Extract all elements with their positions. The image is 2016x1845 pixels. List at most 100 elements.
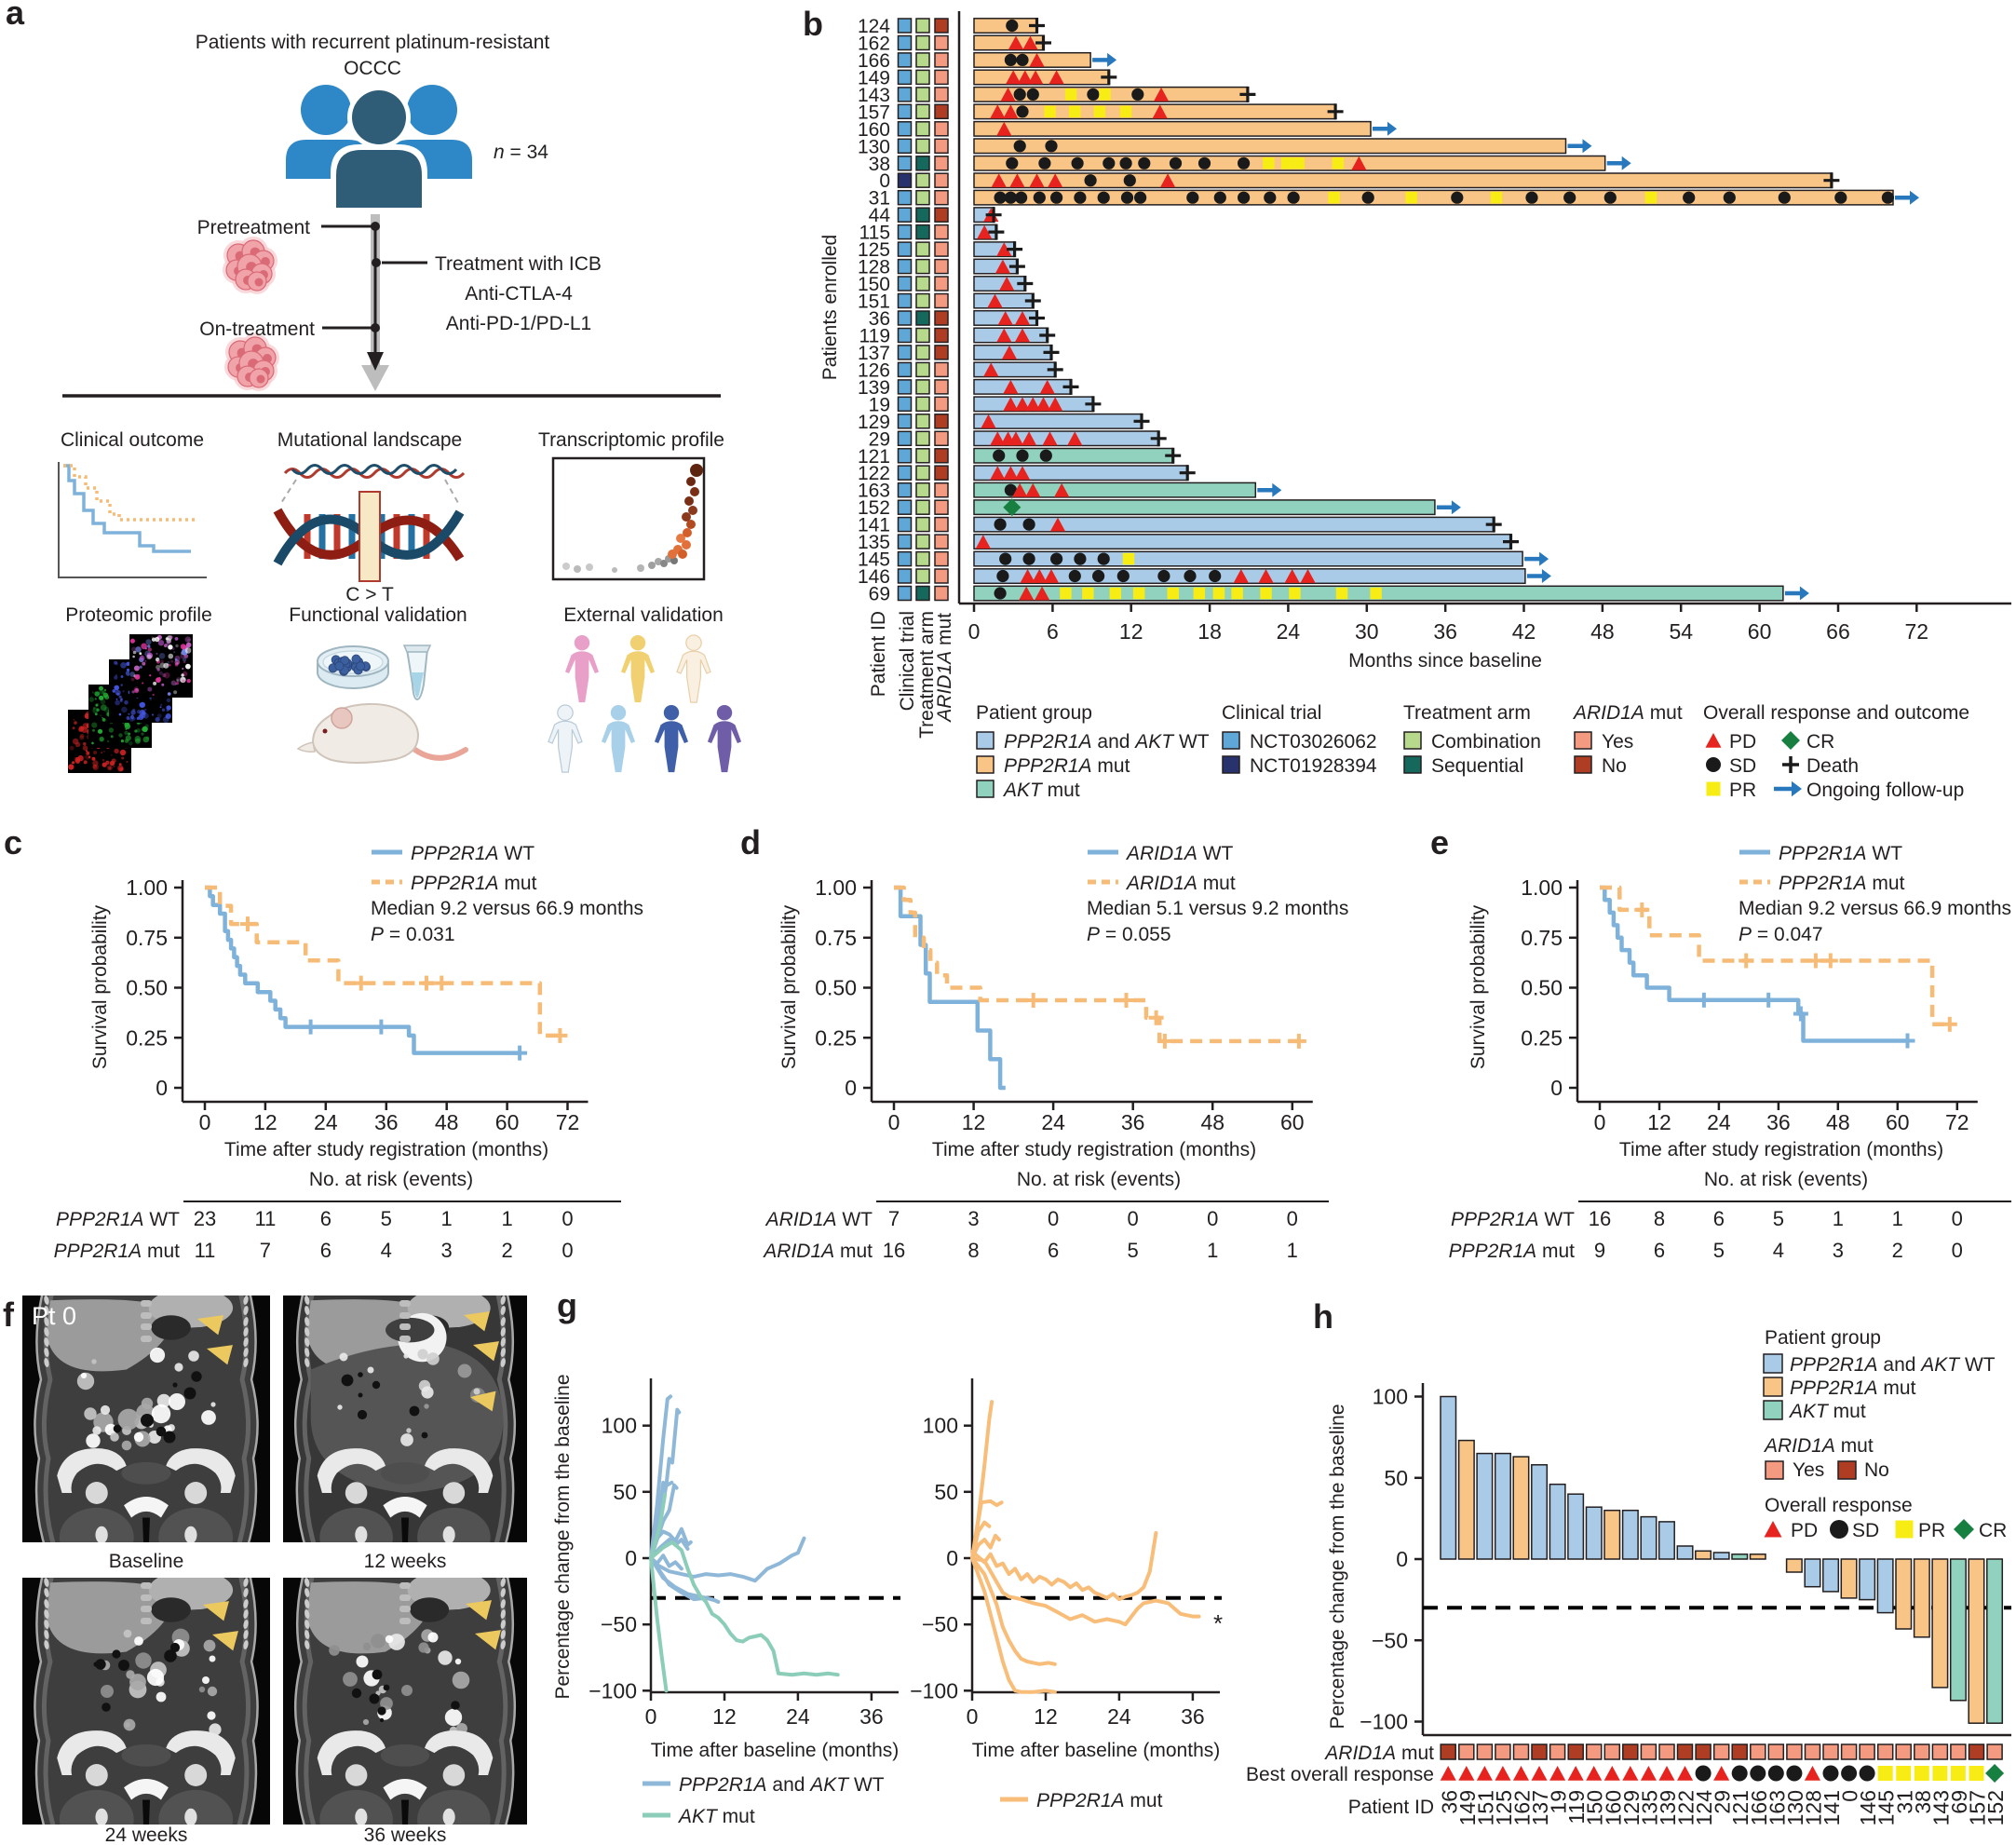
svg-text:Patients with recurrent platin: Patients with recurrent platinum-resista… [196, 32, 550, 53]
svg-text:139: 139 [858, 377, 890, 399]
svg-text:6: 6 [320, 1239, 331, 1262]
svg-text:16: 16 [1589, 1207, 1611, 1230]
svg-text:11: 11 [254, 1207, 276, 1230]
svg-text:152: 152 [1983, 1790, 2008, 1825]
svg-text:60: 60 [495, 1110, 520, 1134]
svg-text:0.75: 0.75 [1521, 926, 1563, 950]
svg-text:1: 1 [1892, 1207, 1903, 1230]
svg-text:g: g [557, 1286, 577, 1324]
svg-text:124: 124 [1692, 1790, 1716, 1826]
svg-text:12: 12 [253, 1110, 277, 1134]
svg-text:0.50: 0.50 [815, 976, 857, 1000]
svg-text:122: 122 [1674, 1790, 1698, 1825]
svg-text:0.50: 0.50 [126, 976, 168, 1000]
svg-text:5: 5 [381, 1207, 392, 1230]
svg-text:11: 11 [195, 1239, 216, 1262]
svg-text:AKT mut: AKT mut [1788, 1401, 1866, 1422]
svg-text:36: 36 [374, 1110, 399, 1134]
svg-text:P = 0.055: P = 0.055 [1087, 924, 1171, 945]
svg-text:0.25: 0.25 [815, 1025, 857, 1050]
svg-text:1.00: 1.00 [1521, 875, 1563, 900]
svg-text:Combination: Combination [1431, 731, 1541, 753]
svg-text:121: 121 [1728, 1790, 1752, 1825]
svg-text:−100: −100 [589, 1678, 637, 1703]
svg-text:Patient ID: Patient ID [1348, 1797, 1434, 1818]
svg-text:ARID1A mut: ARID1A mut [1323, 1743, 1434, 1764]
svg-text:126: 126 [858, 360, 890, 381]
svg-text:12: 12 [1034, 1704, 1058, 1729]
svg-text:8: 8 [967, 1239, 979, 1262]
svg-text:Treatment arm: Treatment arm [1403, 702, 1531, 724]
svg-text:PPP2R1A mut: PPP2R1A mut [1779, 873, 1905, 894]
svg-text:8: 8 [1654, 1207, 1665, 1230]
svg-text:On-treatment: On-treatment [199, 319, 315, 340]
svg-text:OCCC: OCCC [344, 58, 401, 79]
svg-text:Percentage change from the bas: Percentage change from the baseline [1327, 1404, 1348, 1729]
svg-text:No. at risk (events): No. at risk (events) [1704, 1169, 1868, 1190]
svg-text:*: * [1213, 1609, 1223, 1637]
svg-text:2: 2 [1892, 1239, 1903, 1262]
svg-text:d: d [740, 823, 761, 861]
svg-text:4: 4 [1773, 1239, 1784, 1262]
svg-text:PPP2R1A and AKT WT: PPP2R1A and AKT WT [1790, 1354, 1996, 1376]
svg-text:0.25: 0.25 [1521, 1025, 1563, 1050]
svg-text:a: a [6, 0, 25, 32]
svg-text:0: 0 [1287, 1207, 1298, 1230]
svg-text:Functional validation: Functional validation [289, 604, 467, 626]
svg-text:19: 19 [1547, 1790, 1571, 1814]
svg-text:No. at risk (events): No. at risk (events) [309, 1169, 473, 1190]
svg-text:72: 72 [1905, 619, 1929, 644]
svg-text:129: 129 [858, 412, 890, 433]
svg-text:PPP2R1A mut: PPP2R1A mut [1036, 1790, 1163, 1811]
svg-text:0: 0 [946, 1546, 958, 1570]
svg-text:0: 0 [968, 619, 981, 644]
svg-text:Median 5.1 versus 9.2 months: Median 5.1 versus 9.2 months [1087, 898, 1348, 919]
svg-text:38: 38 [1911, 1790, 1935, 1814]
svg-text:ARID1A mut: ARID1A mut [1572, 702, 1683, 724]
svg-text:SD: SD [1852, 1520, 1879, 1541]
svg-text:30: 30 [1355, 619, 1379, 644]
svg-text:0: 0 [156, 1076, 168, 1100]
svg-text:38: 38 [869, 154, 890, 175]
svg-text:18: 18 [1197, 619, 1222, 644]
svg-text:36: 36 [869, 308, 890, 330]
svg-text:139: 139 [1656, 1790, 1680, 1825]
svg-text:36 weeks: 36 weeks [364, 1825, 447, 1845]
svg-text:Clinical trial: Clinical trial [1222, 702, 1321, 724]
svg-text:160: 160 [858, 119, 890, 141]
svg-text:PPP2R1A WT: PPP2R1A WT [1451, 1209, 1575, 1230]
svg-text:Patient group: Patient group [976, 702, 1092, 724]
svg-text:141: 141 [858, 515, 890, 536]
svg-text:n = 34: n = 34 [494, 142, 548, 163]
svg-text:Baseline: Baseline [109, 1551, 184, 1572]
svg-text:1: 1 [1207, 1239, 1218, 1262]
svg-text:100: 100 [923, 1414, 958, 1438]
svg-text:Time after baseline (months): Time after baseline (months) [972, 1740, 1221, 1761]
svg-text:Pretreatment: Pretreatment [197, 217, 311, 238]
svg-text:36: 36 [1433, 619, 1457, 644]
svg-text:CR: CR [1979, 1520, 2007, 1541]
svg-text:No: No [1602, 755, 1627, 777]
svg-text:Median 9.2 versus 66.9 months: Median 9.2 versus 66.9 months [371, 898, 643, 919]
svg-text:72: 72 [556, 1110, 580, 1134]
svg-text:137: 137 [1528, 1790, 1552, 1825]
svg-text:7: 7 [260, 1239, 271, 1262]
svg-text:54: 54 [1669, 619, 1693, 644]
svg-text:−100: −100 [910, 1678, 958, 1703]
svg-text:149: 149 [858, 67, 890, 88]
svg-text:NCT03026062: NCT03026062 [1250, 731, 1377, 753]
svg-text:1: 1 [1287, 1239, 1298, 1262]
svg-text:Overall response and outcome: Overall response and outcome [1703, 702, 1969, 724]
svg-text:143: 143 [858, 85, 890, 106]
svg-text:50: 50 [934, 1480, 958, 1504]
svg-text:69: 69 [869, 584, 890, 605]
svg-text:PPP2R1A and AKT WT: PPP2R1A and AKT WT [1004, 731, 1210, 753]
svg-text:42: 42 [1512, 619, 1536, 644]
svg-text:Best overall response: Best overall response [1246, 1764, 1434, 1785]
svg-text:Yes: Yes [1793, 1459, 1824, 1481]
svg-text:0: 0 [1952, 1239, 1963, 1262]
svg-text:PPP2R1A mut: PPP2R1A mut [411, 873, 537, 894]
svg-text:Anti-PD-1/PD-L1: Anti-PD-1/PD-L1 [446, 313, 591, 334]
svg-text:19: 19 [869, 394, 890, 415]
svg-text:124: 124 [858, 16, 890, 37]
